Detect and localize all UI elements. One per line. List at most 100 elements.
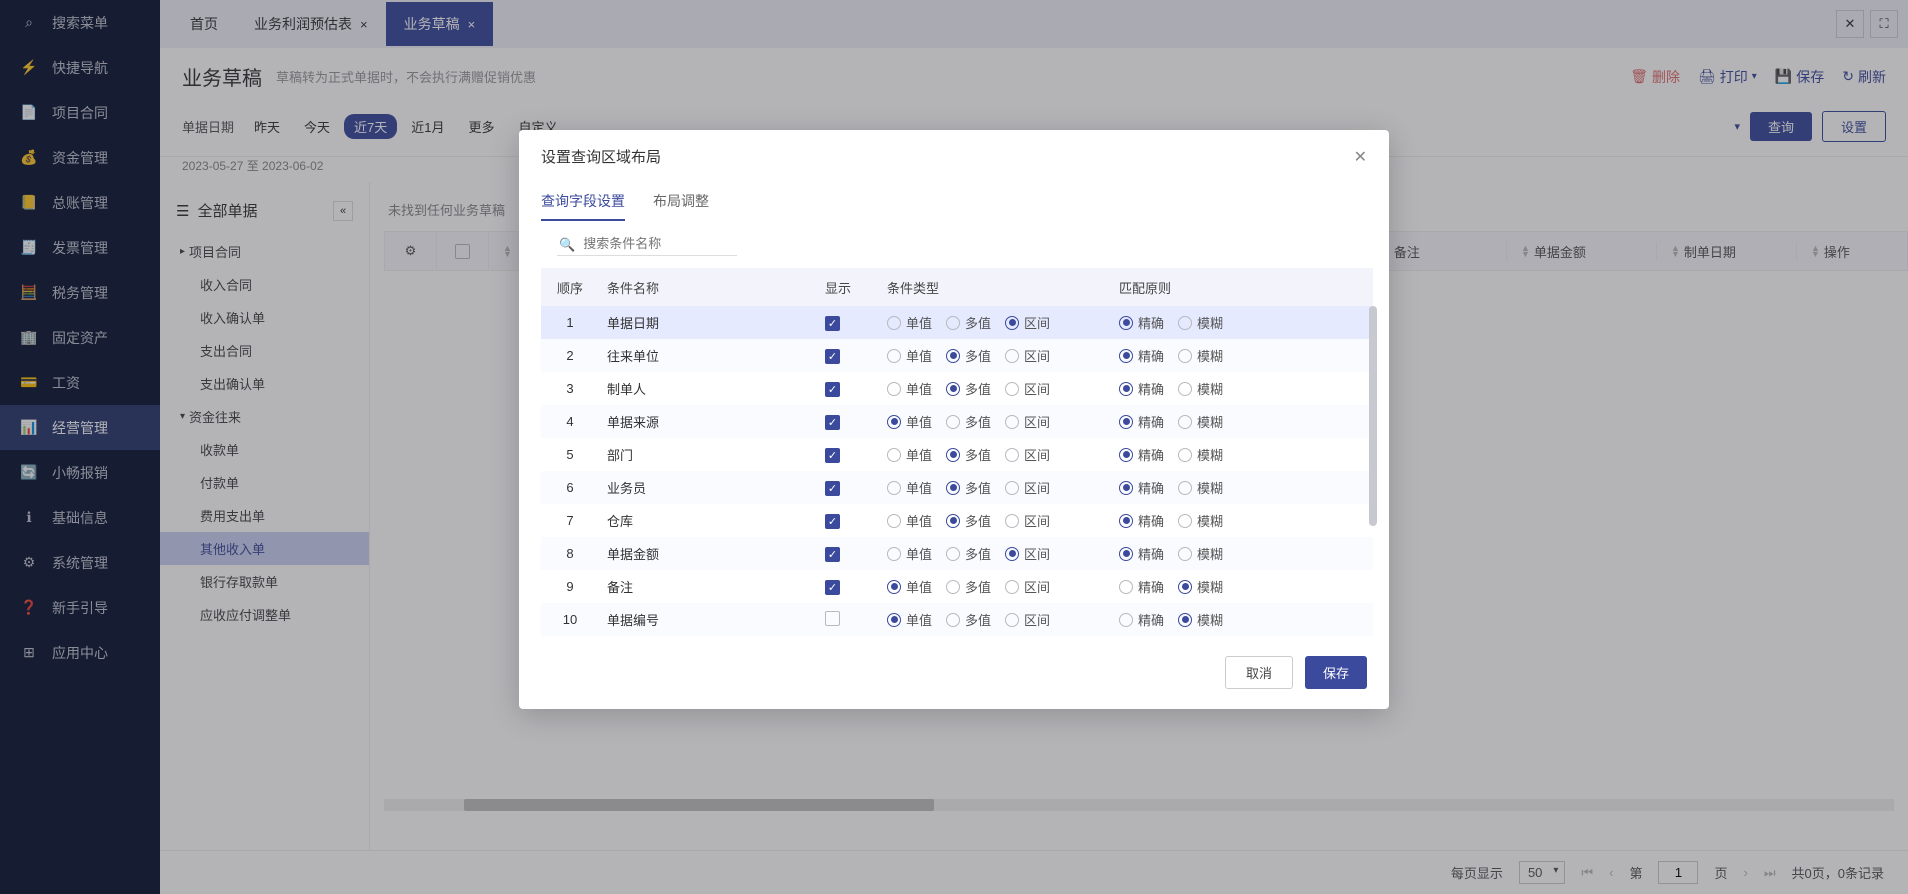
- type-radio-多值[interactable]: 多值: [946, 445, 991, 464]
- show-checkbox[interactable]: ✓: [825, 481, 840, 496]
- match-radio-模糊[interactable]: 模糊: [1178, 412, 1223, 431]
- type-radio-多值[interactable]: 多值: [946, 412, 991, 431]
- modal-save-button[interactable]: 保存: [1305, 656, 1367, 689]
- match-radio-模糊[interactable]: 模糊: [1178, 478, 1223, 497]
- match-radio-精确[interactable]: 精确: [1119, 478, 1164, 497]
- row-name: 单据来源: [599, 412, 825, 431]
- col-seq: 顺序: [541, 278, 599, 297]
- row-seq: 7: [541, 513, 599, 528]
- match-radio-模糊[interactable]: 模糊: [1178, 511, 1223, 530]
- config-row-6: 7 仓库 ✓ 单值多值区间 精确模糊: [541, 504, 1373, 537]
- row-seq: 10: [541, 612, 599, 627]
- type-radio-单值[interactable]: 单值: [887, 511, 932, 530]
- type-radio-单值[interactable]: 单值: [887, 445, 932, 464]
- config-row-4: 5 部门 ✓ 单值多值区间 精确模糊: [541, 438, 1373, 471]
- type-radio-多值[interactable]: 多值: [946, 346, 991, 365]
- modal-overlay[interactable]: 设置查询区域布局 ✕ 查询字段设置布局调整 🔍 顺序 条件名称 显示 条件类型 …: [0, 0, 1908, 894]
- row-seq: 5: [541, 447, 599, 462]
- show-checkbox[interactable]: ✓: [825, 547, 840, 562]
- match-radio-精确[interactable]: 精确: [1119, 610, 1164, 629]
- match-radio-精确[interactable]: 精确: [1119, 577, 1164, 596]
- type-radio-单值[interactable]: 单值: [887, 346, 932, 365]
- show-checkbox[interactable]: ✓: [825, 415, 840, 430]
- type-radio-区间[interactable]: 区间: [1005, 379, 1050, 398]
- match-radio-模糊[interactable]: 模糊: [1178, 610, 1223, 629]
- type-radio-区间[interactable]: 区间: [1005, 346, 1050, 365]
- cancel-button[interactable]: 取消: [1225, 656, 1293, 689]
- type-radio-单值[interactable]: 单值: [887, 577, 932, 596]
- type-radio-区间[interactable]: 区间: [1005, 412, 1050, 431]
- modal-tab-1[interactable]: 布局调整: [653, 183, 709, 221]
- match-radio-模糊[interactable]: 模糊: [1178, 544, 1223, 563]
- modal-close-button[interactable]: ✕: [1354, 147, 1367, 167]
- search-icon: 🔍: [559, 237, 575, 253]
- type-radio-单值[interactable]: 单值: [887, 412, 932, 431]
- settings-modal: 设置查询区域布局 ✕ 查询字段设置布局调整 🔍 顺序 条件名称 显示 条件类型 …: [519, 130, 1389, 709]
- row-name: 单据编号: [599, 610, 825, 629]
- config-row-0: 1 单据日期 ✓ 单值多值区间 精确模糊: [541, 306, 1373, 339]
- type-radio-多值[interactable]: 多值: [946, 544, 991, 563]
- type-radio-单值[interactable]: 单值: [887, 379, 932, 398]
- config-scrollbar[interactable]: [1369, 306, 1377, 636]
- config-row-9: 10 单据编号 单值多值区间 精确模糊: [541, 603, 1373, 636]
- row-seq: 8: [541, 546, 599, 561]
- match-radio-精确[interactable]: 精确: [1119, 379, 1164, 398]
- config-row-7: 8 单据金额 ✓ 单值多值区间 精确模糊: [541, 537, 1373, 570]
- config-row-1: 2 往来单位 ✓ 单值多值区间 精确模糊: [541, 339, 1373, 372]
- config-row-8: 9 备注 ✓ 单值多值区间 精确模糊: [541, 570, 1373, 603]
- type-radio-多值[interactable]: 多值: [946, 313, 991, 332]
- type-radio-多值[interactable]: 多值: [946, 610, 991, 629]
- row-name: 单据日期: [599, 313, 825, 332]
- show-checkbox[interactable]: ✓: [825, 316, 840, 331]
- type-radio-区间[interactable]: 区间: [1005, 577, 1050, 596]
- col-match: 匹配原则: [1119, 278, 1373, 297]
- condition-search-input[interactable]: [557, 232, 737, 256]
- row-name: 业务员: [599, 478, 825, 497]
- type-radio-区间[interactable]: 区间: [1005, 313, 1050, 332]
- type-radio-多值[interactable]: 多值: [946, 511, 991, 530]
- modal-tab-0[interactable]: 查询字段设置: [541, 183, 625, 221]
- row-seq: 3: [541, 381, 599, 396]
- type-radio-区间[interactable]: 区间: [1005, 544, 1050, 563]
- show-checkbox[interactable]: ✓: [825, 514, 840, 529]
- show-checkbox[interactable]: ✓: [825, 448, 840, 463]
- row-name: 备注: [599, 577, 825, 596]
- type-radio-多值[interactable]: 多值: [946, 379, 991, 398]
- config-row-3: 4 单据来源 ✓ 单值多值区间 精确模糊: [541, 405, 1373, 438]
- match-radio-精确[interactable]: 精确: [1119, 544, 1164, 563]
- type-radio-单值[interactable]: 单值: [887, 478, 932, 497]
- row-seq: 1: [541, 315, 599, 330]
- type-radio-单值[interactable]: 单值: [887, 610, 932, 629]
- show-checkbox[interactable]: ✓: [825, 580, 840, 595]
- row-seq: 6: [541, 480, 599, 495]
- match-radio-精确[interactable]: 精确: [1119, 412, 1164, 431]
- type-radio-区间[interactable]: 区间: [1005, 511, 1050, 530]
- row-seq: 4: [541, 414, 599, 429]
- match-radio-模糊[interactable]: 模糊: [1178, 445, 1223, 464]
- type-radio-区间[interactable]: 区间: [1005, 610, 1050, 629]
- match-radio-精确[interactable]: 精确: [1119, 313, 1164, 332]
- col-type: 条件类型: [887, 278, 1119, 297]
- show-checkbox[interactable]: [825, 611, 840, 626]
- type-radio-单值[interactable]: 单值: [887, 544, 932, 563]
- match-radio-精确[interactable]: 精确: [1119, 511, 1164, 530]
- type-radio-多值[interactable]: 多值: [946, 577, 991, 596]
- row-name: 制单人: [599, 379, 825, 398]
- match-radio-精确[interactable]: 精确: [1119, 346, 1164, 365]
- type-radio-多值[interactable]: 多值: [946, 478, 991, 497]
- show-checkbox[interactable]: ✓: [825, 382, 840, 397]
- match-radio-模糊[interactable]: 模糊: [1178, 313, 1223, 332]
- match-radio-模糊[interactable]: 模糊: [1178, 577, 1223, 596]
- type-radio-区间[interactable]: 区间: [1005, 445, 1050, 464]
- row-seq: 2: [541, 348, 599, 363]
- match-radio-模糊[interactable]: 模糊: [1178, 346, 1223, 365]
- config-row-5: 6 业务员 ✓ 单值多值区间 精确模糊: [541, 471, 1373, 504]
- config-table-header: 顺序 条件名称 显示 条件类型 匹配原则: [541, 268, 1373, 306]
- type-radio-单值[interactable]: 单值: [887, 313, 932, 332]
- match-radio-精确[interactable]: 精确: [1119, 445, 1164, 464]
- row-name: 仓库: [599, 511, 825, 530]
- show-checkbox[interactable]: ✓: [825, 349, 840, 364]
- type-radio-区间[interactable]: 区间: [1005, 478, 1050, 497]
- row-seq: 9: [541, 579, 599, 594]
- match-radio-模糊[interactable]: 模糊: [1178, 379, 1223, 398]
